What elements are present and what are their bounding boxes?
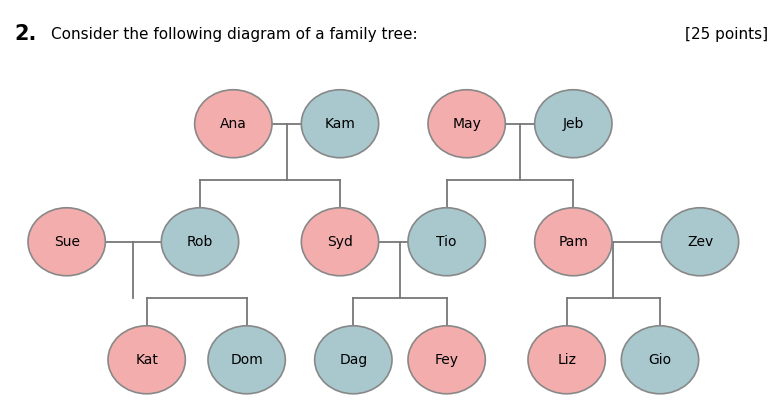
Ellipse shape: [195, 90, 272, 158]
Text: Zev: Zev: [687, 235, 713, 249]
Text: Liz: Liz: [557, 353, 576, 367]
Ellipse shape: [661, 208, 739, 276]
Text: Ana: Ana: [220, 117, 246, 131]
Ellipse shape: [28, 208, 105, 276]
Text: May: May: [452, 117, 481, 131]
Text: Pam: Pam: [558, 235, 588, 249]
Text: Dom: Dom: [230, 353, 263, 367]
Text: Gio: Gio: [648, 353, 672, 367]
Ellipse shape: [534, 208, 612, 276]
Ellipse shape: [534, 90, 612, 158]
Text: [25 points]: [25 points]: [685, 27, 768, 42]
Ellipse shape: [428, 90, 505, 158]
Text: Syd: Syd: [327, 235, 353, 249]
Text: Dag: Dag: [339, 353, 367, 367]
Ellipse shape: [528, 326, 605, 394]
Ellipse shape: [314, 326, 392, 394]
Text: Jeb: Jeb: [562, 117, 584, 131]
Text: 2.: 2.: [14, 24, 37, 44]
Ellipse shape: [408, 208, 485, 276]
Text: Rob: Rob: [187, 235, 213, 249]
Text: Fey: Fey: [434, 353, 459, 367]
Ellipse shape: [108, 326, 186, 394]
Ellipse shape: [301, 90, 378, 158]
Ellipse shape: [408, 326, 485, 394]
Ellipse shape: [622, 326, 699, 394]
Ellipse shape: [301, 208, 378, 276]
Text: Kam: Kam: [324, 117, 356, 131]
Text: Kat: Kat: [135, 353, 158, 367]
Ellipse shape: [208, 326, 285, 394]
Text: Sue: Sue: [54, 235, 80, 249]
Ellipse shape: [161, 208, 239, 276]
Text: Tio: Tio: [437, 235, 457, 249]
Text: Consider the following diagram of a family tree:: Consider the following diagram of a fami…: [51, 27, 417, 42]
